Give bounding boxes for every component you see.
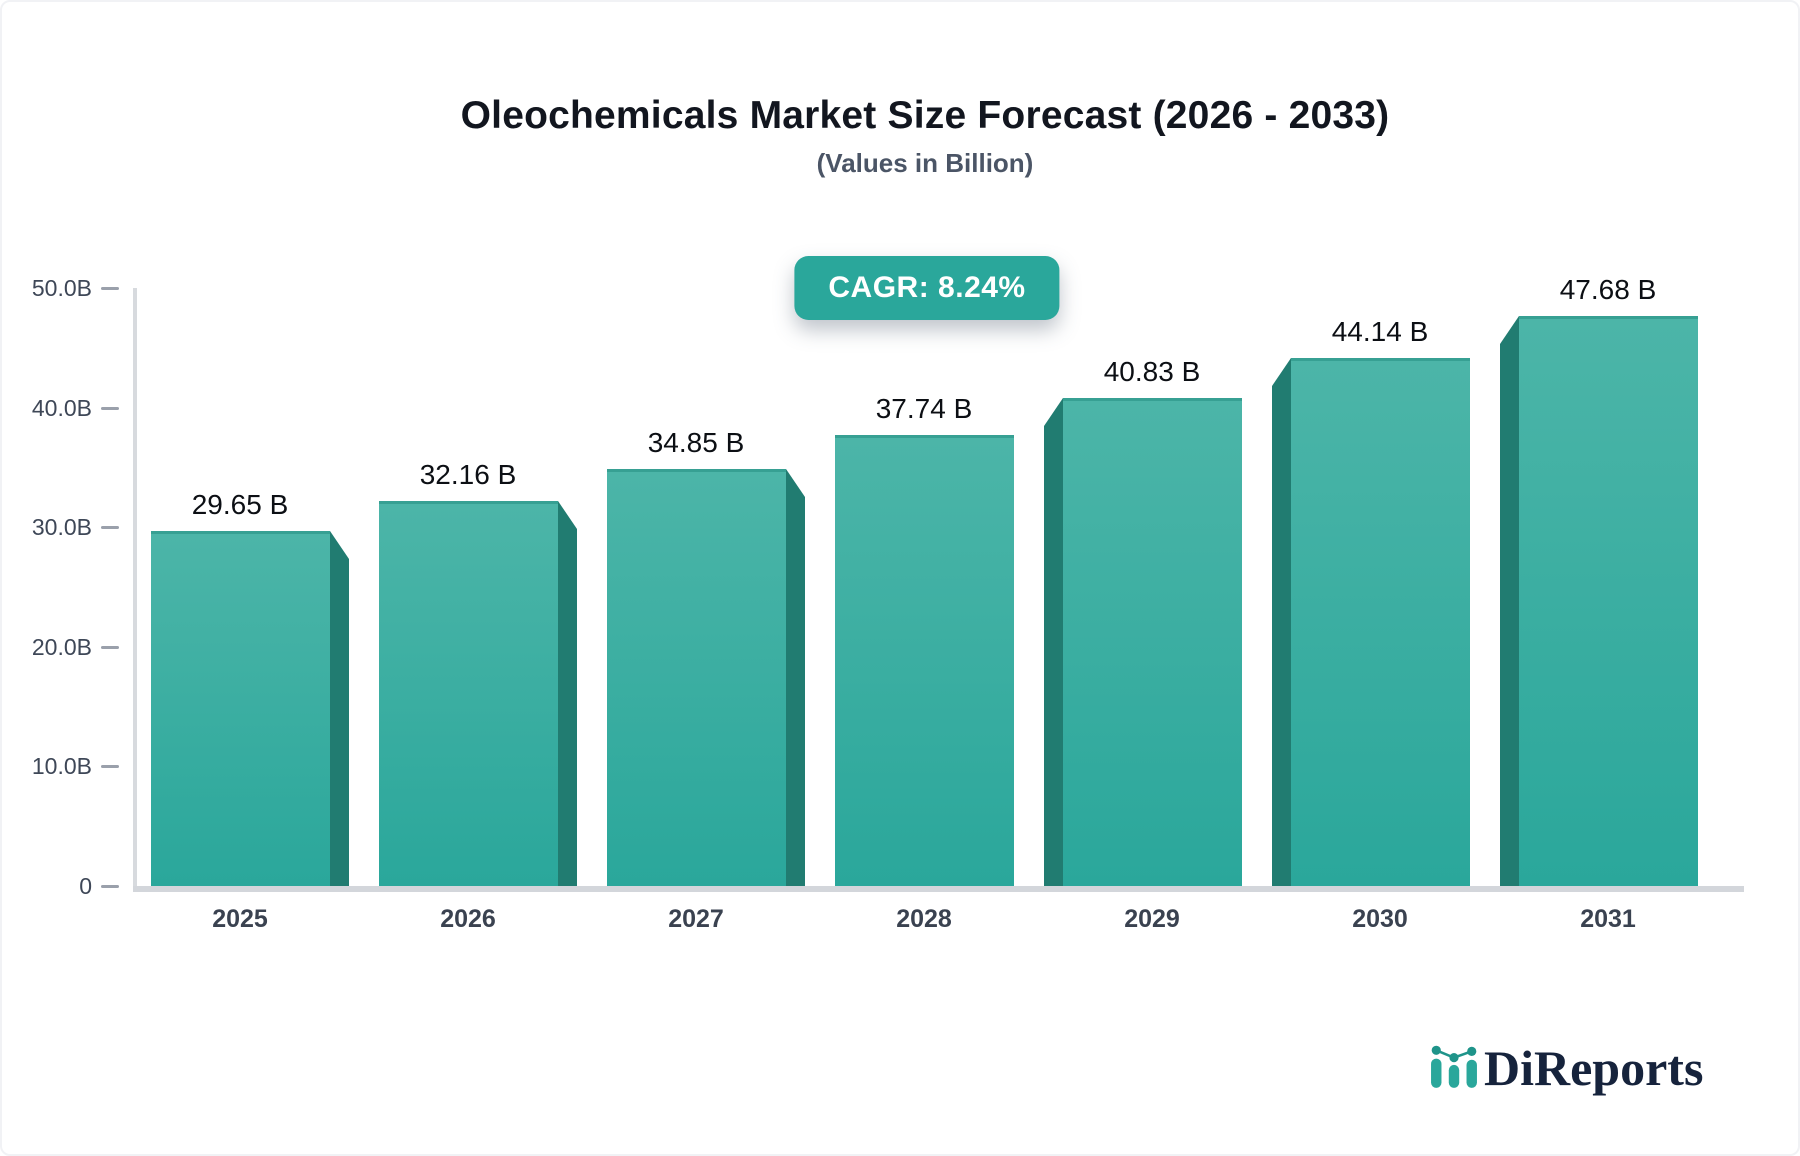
y-tick-label: 0 xyxy=(79,873,92,899)
x-axis-baseline xyxy=(133,886,1744,892)
y-tick-mark xyxy=(101,885,119,888)
x-axis-label-2025: 2025 xyxy=(212,905,268,933)
x-axis-label-2026: 2026 xyxy=(440,905,496,933)
bar-2025 xyxy=(151,531,330,886)
bar-value-label: 47.68 B xyxy=(1559,274,1657,305)
x-axis-label-2027: 2027 xyxy=(668,905,724,933)
bar-value-label: 40.83 B xyxy=(1103,356,1201,387)
bar-value-label: 29.65 B xyxy=(191,489,289,520)
y-tick-label: 30.0B xyxy=(31,514,92,541)
y-tick-label: 50.0B xyxy=(31,275,92,301)
logo-text: DiReports xyxy=(1484,1040,1704,1096)
bar-side-2027 xyxy=(786,469,805,886)
y-tick-mark xyxy=(101,765,119,769)
bar-side-2026 xyxy=(558,501,577,886)
bar-2026 xyxy=(379,501,558,886)
bar-2031 xyxy=(1519,316,1698,886)
bar-side-2030 xyxy=(1272,358,1291,886)
x-axis-label-2028: 2028 xyxy=(896,905,952,933)
bar-value-label: 32.16 B xyxy=(419,459,517,490)
y-tick-mark xyxy=(101,526,119,530)
bar-2030 xyxy=(1291,358,1470,886)
y-axis-line xyxy=(133,288,137,890)
y-tick-mark xyxy=(101,406,119,410)
bar-2028 xyxy=(835,435,1014,886)
chart-title: Oleochemicals Market Size Forecast (2026… xyxy=(460,94,1390,137)
bar-value-label: 34.85 B xyxy=(647,427,745,458)
bar-side-2031 xyxy=(1500,316,1519,886)
bar-2029 xyxy=(1063,398,1242,886)
bar-value-label: 37.74 B xyxy=(875,393,973,424)
bar-value-label: 44.14 B xyxy=(1331,316,1429,347)
y-tick-label: 10.0B xyxy=(31,753,92,780)
y-tick-mark xyxy=(101,645,119,649)
bar-2027 xyxy=(607,469,786,886)
x-axis-label-2031: 2031 xyxy=(1580,905,1636,933)
x-axis-label-2030: 2030 xyxy=(1352,905,1408,933)
bar-side-2029 xyxy=(1044,398,1063,886)
y-tick-label: 40.0B xyxy=(31,394,92,421)
cagr-badge: CAGR: 8.24% xyxy=(794,256,1060,320)
bar-side-2025 xyxy=(330,531,349,886)
x-axis-label-2029: 2029 xyxy=(1124,905,1180,933)
chart-subtitle: (Values in Billion) xyxy=(816,148,1034,178)
y-tick-label: 20.0B xyxy=(31,633,92,660)
y-tick-mark xyxy=(101,287,119,290)
logo-chart-icon xyxy=(1431,1045,1477,1088)
